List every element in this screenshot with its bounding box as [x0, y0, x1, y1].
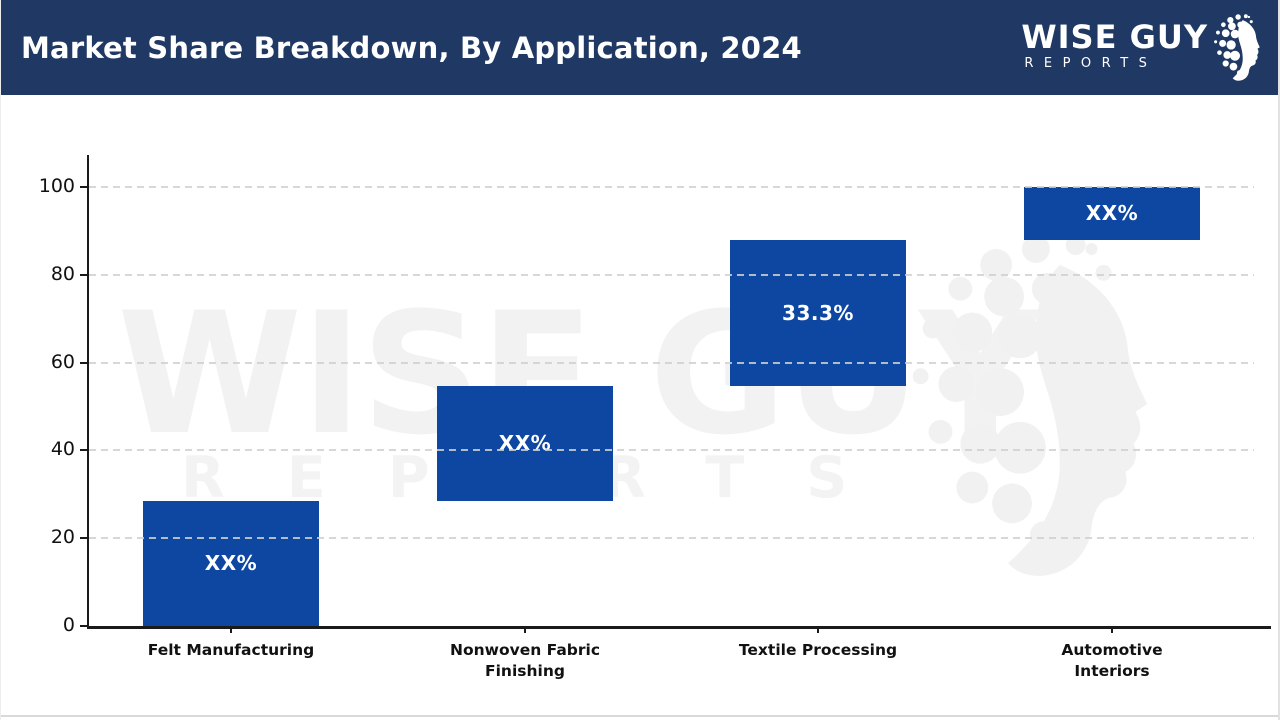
brand-logo-wiseguy-text: WISE GUY	[1021, 18, 1208, 56]
x-axis-line	[87, 626, 1271, 629]
gridline-40	[89, 449, 1254, 452]
y-tick-label-100: 100	[38, 175, 75, 197]
x-tick-nonwoven-fabric-finishing	[524, 626, 526, 633]
bar-nonwoven-fabric-finishing: XX%	[437, 385, 613, 501]
x-axis-label-textile-processing: Textile Processing	[738, 641, 898, 659]
gridline-20	[89, 537, 1254, 540]
y-tick-20	[80, 537, 89, 540]
x-tick-automotive-interiors	[1111, 626, 1113, 633]
y-tick-label-20: 20	[50, 526, 75, 549]
x-tick-textile-processing	[817, 626, 819, 633]
gridline-100	[89, 186, 1254, 188]
y-tick-label-40: 40	[50, 438, 75, 461]
y-tick-0	[80, 625, 89, 627]
y-tick-60	[80, 361, 89, 364]
bar-value-label-nonwoven-fabric-finishing: XX%	[498, 431, 552, 456]
y-tick-label-0: 0	[62, 614, 75, 636]
bar-automotive-interiors: XX%	[1024, 187, 1200, 240]
y-axis-line	[87, 155, 89, 629]
x-tick-felt-manufacturing	[230, 626, 232, 633]
x-axis-label-felt-manufacturing: Felt Manufacturing	[147, 641, 315, 659]
bottom-divider	[1, 715, 1278, 717]
brand-logo: WISE GUY REPORTS	[1021, 21, 1208, 71]
x-axis-label-nonwoven-fabric-finishing: Nonwoven Fabric Finishing	[449, 641, 601, 680]
y-tick-label-60: 60	[50, 350, 75, 373]
bar-value-label-automotive-interiors: XX%	[1085, 201, 1139, 226]
gridline-60	[89, 361, 1254, 364]
gridline-80	[89, 273, 1254, 276]
y-tick-80	[80, 273, 89, 276]
bar-value-label-felt-manufacturing: XX%	[204, 551, 258, 576]
y-tick-100	[80, 186, 89, 188]
watermark-head-dots-icon	[912, 235, 1148, 576]
brand-logo-head-icon	[1214, 14, 1260, 81]
bar-value-label-textile-processing: 33.3%	[782, 300, 854, 325]
chart-title: Market Share Breakdown, By Application, …	[21, 30, 802, 65]
y-tick-label-80: 80	[50, 262, 75, 285]
bar-textile-processing: 33.3%	[730, 239, 906, 386]
y-tick-40	[80, 449, 89, 452]
brand-logo-reports-text: REPORTS	[1024, 56, 1158, 71]
x-axis-label-automotive-interiors: Automotive Interiors	[1061, 641, 1163, 680]
app-header: Market Share Breakdown, By Application, …	[1, 0, 1278, 95]
bar-felt-manufacturing: XX%	[143, 500, 319, 626]
